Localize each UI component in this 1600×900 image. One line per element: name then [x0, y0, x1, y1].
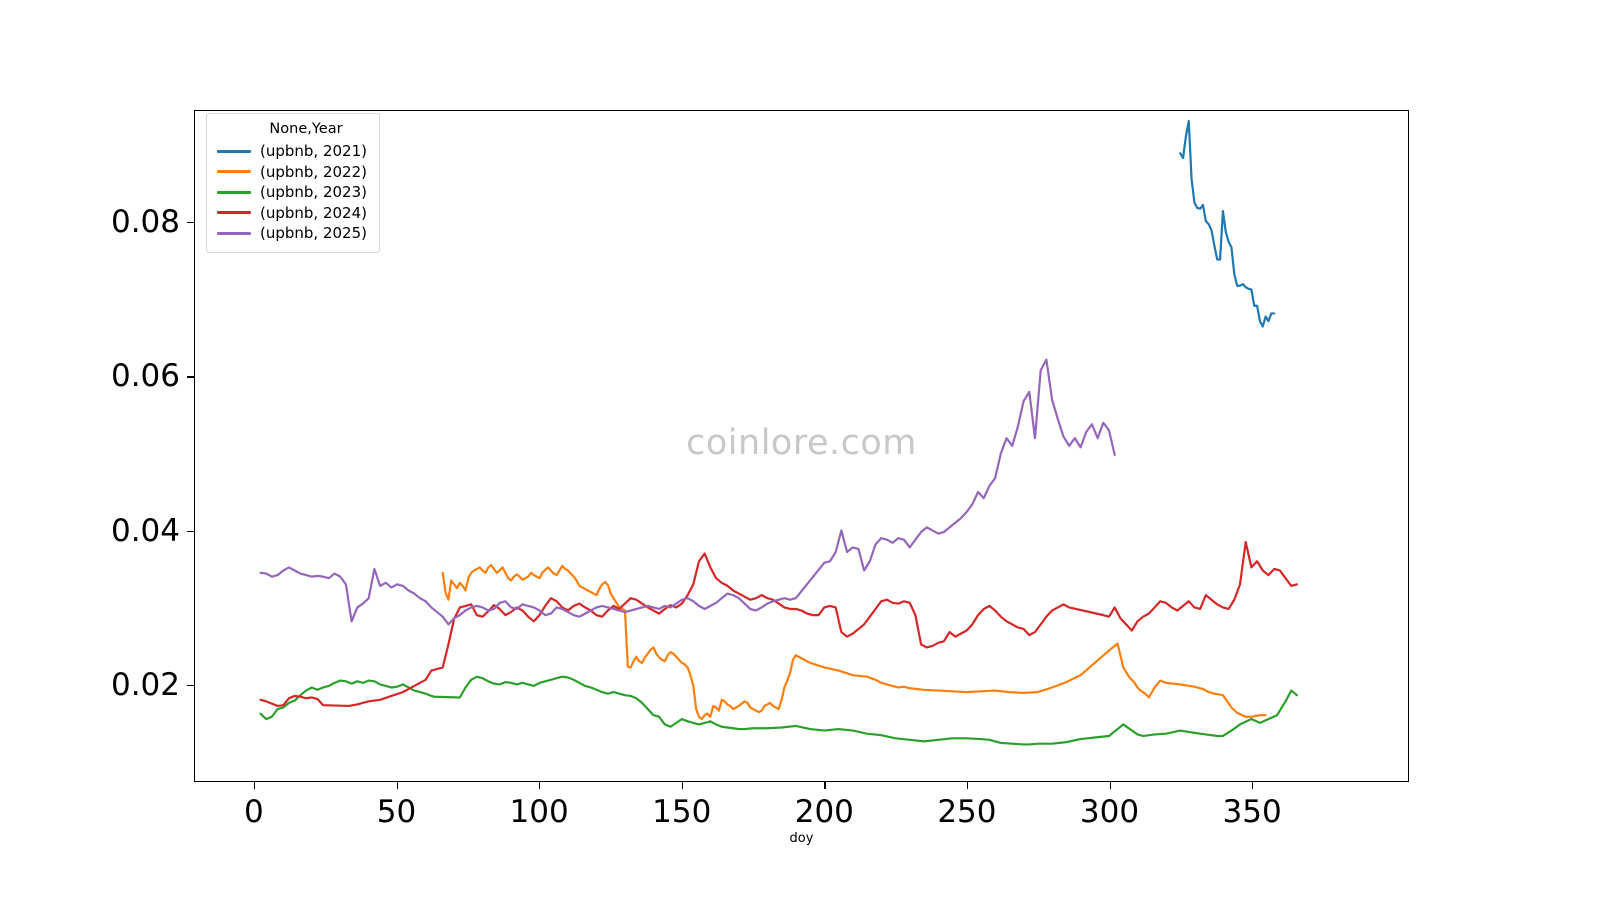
legend-color-swatch — [217, 190, 251, 194]
legend-color-swatch — [217, 170, 251, 174]
plot-axes — [194, 110, 1409, 782]
x-tick-label: 0 — [244, 794, 264, 830]
x-tick-label: 250 — [937, 794, 997, 830]
y-tick-mark — [187, 376, 194, 378]
legend-entry-label: (upbnb, 2025) — [260, 224, 367, 243]
legend-entry-label: (upbnb, 2021) — [260, 142, 367, 161]
x-tick-mark — [396, 782, 398, 789]
legend-entry-label: (upbnb, 2022) — [260, 162, 367, 181]
legend-color-swatch — [217, 211, 251, 215]
legend-entry-label: (upbnb, 2024) — [260, 203, 367, 222]
y-tick-mark — [187, 530, 194, 533]
x-tick-mark — [681, 782, 683, 789]
series-line — [260, 360, 1114, 625]
y-tick-mark — [187, 221, 194, 224]
x-tick-label: 100 — [509, 794, 569, 830]
legend-entry[interactable]: (upbnb, 2024) — [217, 203, 367, 224]
legend-color-swatch — [217, 149, 251, 153]
series-line — [260, 542, 1296, 706]
legend-entry[interactable]: (upbnb, 2023) — [217, 182, 367, 203]
x-tick-mark — [253, 782, 256, 789]
y-tick-mark — [187, 685, 194, 687]
chart-legend: None,Year (upbnb, 2021) (upbnb, 2022) (upb… — [206, 113, 380, 253]
x-tick-mark — [966, 782, 969, 789]
legend-title: None,Year — [269, 121, 343, 137]
legend-entries: (upbnb, 2021) (upbnb, 2022) (upbnb, 2023)(… — [217, 141, 367, 244]
legend-entry[interactable]: (upbnb, 2022) — [217, 162, 367, 183]
x-tick-label: 200 — [794, 794, 854, 830]
y-tick-label: 0.06 — [110, 358, 180, 395]
series-line — [1180, 121, 1274, 326]
x-tick-mark — [539, 782, 541, 789]
x-tick-label: 150 — [652, 794, 712, 830]
y-tick-label: 0.04 — [110, 512, 180, 549]
x-tick-label: 300 — [1079, 794, 1140, 830]
x-axis-title: doy — [789, 831, 814, 846]
legend-entry[interactable]: (upbnb, 2021) — [217, 141, 367, 162]
y-tick-label: 0.08 — [110, 203, 180, 240]
legend-entry[interactable]: (upbnb, 2025) — [217, 223, 367, 244]
x-tick-mark — [1109, 782, 1111, 789]
legend-entry-label: (upbnb, 2023) — [260, 183, 367, 202]
x-tick-label: 50 — [376, 794, 417, 830]
series-line — [443, 565, 1266, 719]
x-tick-label: 350 — [1222, 794, 1282, 830]
legend-color-swatch — [217, 231, 251, 235]
plot-lines-svg — [195, 111, 1408, 781]
x-tick-mark — [1252, 782, 1254, 789]
x-tick-mark — [824, 782, 826, 789]
y-tick-label: 0.02 — [110, 667, 180, 704]
series-line — [260, 677, 1296, 745]
